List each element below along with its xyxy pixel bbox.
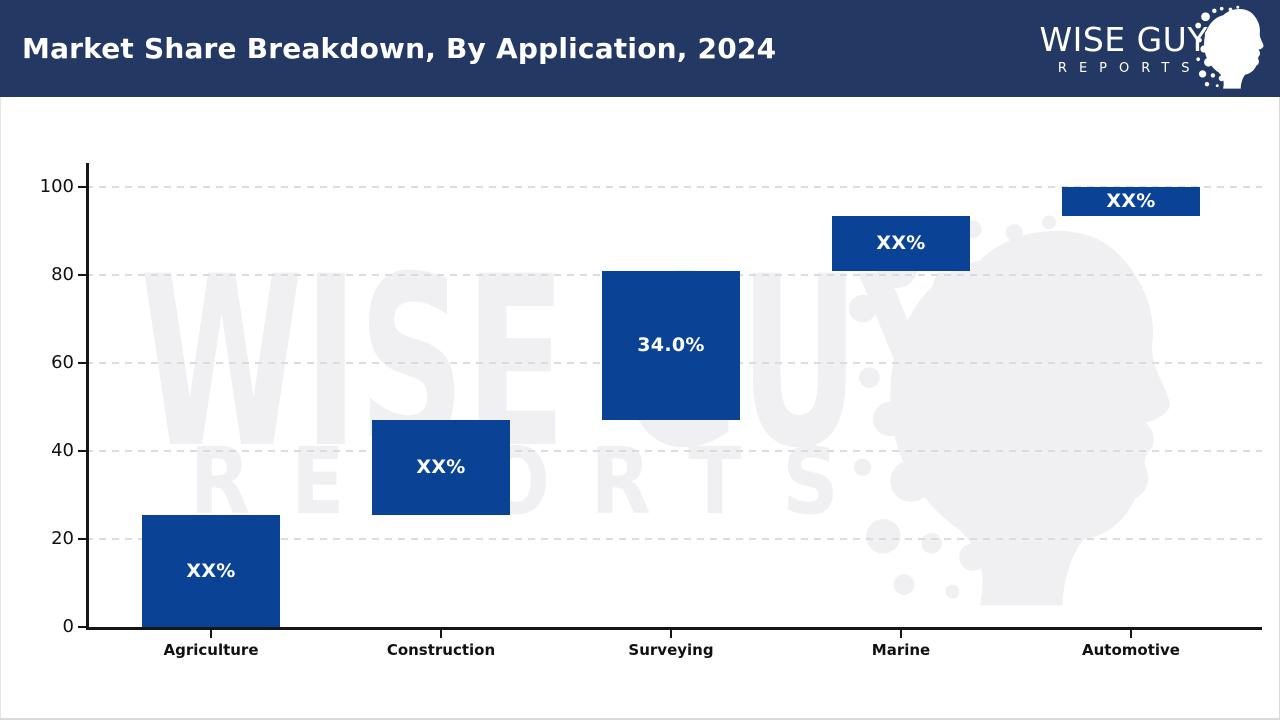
bar-value-label: XX% <box>186 559 236 582</box>
bar-construction: XX% <box>372 420 510 515</box>
x-tick-construction <box>440 630 442 638</box>
bar-value-label: XX% <box>876 232 926 255</box>
bar-automotive: XX% <box>1062 187 1200 216</box>
gridline-100 <box>86 186 1262 188</box>
x-axis-line <box>86 627 1262 630</box>
x-tick-label-marine: Marine <box>871 641 931 659</box>
x-tick-label-automotive: Automotive <box>1082 641 1180 659</box>
bar-marine: XX% <box>832 215 970 271</box>
brand-name-text: WISE GUY <box>1039 19 1208 59</box>
brand-subtitle-text: REPORTS <box>1057 60 1202 76</box>
y-tick-label-40: 40 <box>51 440 74 461</box>
y-tick-60 <box>78 362 86 364</box>
x-tick-surveying <box>670 630 672 638</box>
bar-agriculture: XX% <box>142 514 280 627</box>
watermark-subtitle-text: REPORTS <box>190 428 880 535</box>
y-tick-40 <box>78 450 86 452</box>
y-tick-100 <box>78 186 86 188</box>
x-tick-label-agriculture: Agriculture <box>163 641 259 659</box>
y-tick-80 <box>78 274 86 276</box>
bar-value-label: XX% <box>416 456 466 479</box>
brand-wordmark: WISE GUY REPORTS <box>1039 23 1208 75</box>
y-tick-0 <box>78 626 86 628</box>
brand-logo: WISE GUY REPORTS <box>1039 0 1268 97</box>
y-tick-label-80: 80 <box>51 264 74 285</box>
y-tick-label-60: 60 <box>51 352 74 373</box>
page-title: Market Share Breakdown, By Application, … <box>22 32 777 65</box>
y-tick-label-100: 100 <box>39 176 74 197</box>
y-tick-label-20: 20 <box>51 528 74 549</box>
gridline-40 <box>86 450 1262 452</box>
bar-value-label: 34.0% <box>637 334 705 357</box>
report-header: Market Share Breakdown, By Application, … <box>0 0 1280 97</box>
y-axis-line <box>86 163 89 630</box>
y-tick-20 <box>78 538 86 540</box>
x-tick-agriculture <box>210 630 212 638</box>
x-tick-automotive <box>1130 630 1132 638</box>
x-tick-label-surveying: Surveying <box>628 641 714 659</box>
waterfall-chart: WISE GUY REPORTS 0 20 40 60 80 100 XX% Agricult… <box>0 97 1280 717</box>
y-tick-label-0: 0 <box>62 616 74 637</box>
x-tick-label-construction: Construction <box>386 641 496 659</box>
gridline-20 <box>86 538 1262 540</box>
brand-head-icon <box>1195 5 1264 89</box>
x-tick-marine <box>900 630 902 638</box>
bar-surveying: 34.0% <box>602 270 740 421</box>
bar-value-label: XX% <box>1106 190 1156 213</box>
